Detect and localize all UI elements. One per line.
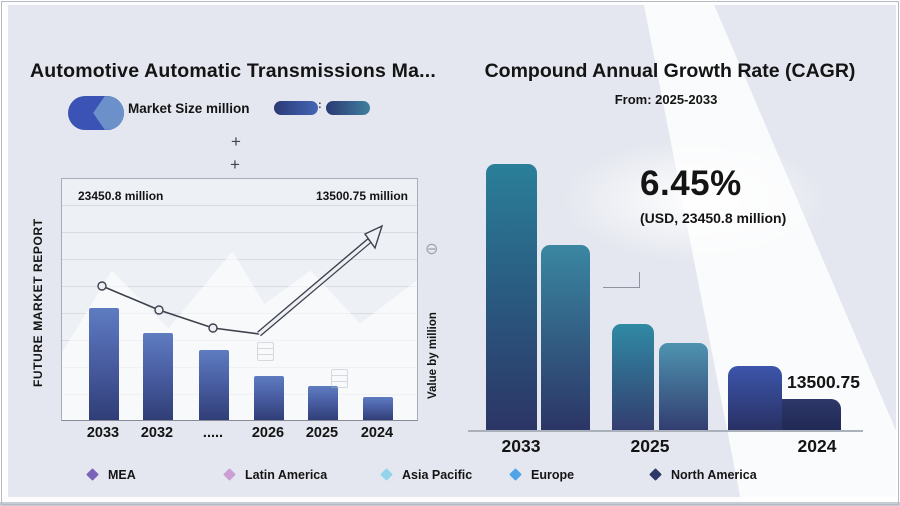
left-plot-area: 23450.8 million 13500.75 million: [61, 178, 418, 421]
market-size-bar-2033: [89, 308, 119, 420]
legend-diamond-icon: [223, 468, 236, 481]
cagr-bar-2025-2: [659, 343, 708, 430]
right-chart-baseline: [468, 430, 863, 432]
market-size-bar-2025: [308, 386, 338, 420]
bottom-edge-strip: [0, 502, 900, 506]
left-x-label: 2024: [360, 425, 394, 441]
legend-label: Latin America: [245, 467, 328, 482]
legend-label: MEA: [108, 467, 136, 482]
market-size-label: Market Size million: [128, 101, 250, 116]
watermark-grid-icon: [257, 342, 274, 361]
end-value-label: 13500.75 million: [315, 189, 408, 203]
market-size-bar-2024: [363, 397, 393, 420]
right-bars-layer: [460, 150, 860, 430]
left-chart-title: Automotive Automatic Transmissions Ma...: [30, 60, 437, 82]
start-value-label: 23450.8 million: [78, 189, 164, 203]
left-x-label: 2026: [251, 425, 285, 441]
legend-item-latin-america: Latin America: [223, 467, 328, 482]
right-x-label: 2024: [797, 436, 837, 456]
left-x-label: .....: [202, 425, 224, 441]
cagr-value: 6.45%: [640, 164, 742, 203]
legend-item-mea: MEA: [86, 467, 136, 482]
legend-colon: :: [318, 99, 322, 111]
legend-diamond-icon: [509, 468, 522, 481]
cagr-bar-2024-2: [782, 399, 841, 430]
market-size-bar-.....: [199, 350, 229, 420]
left-x-label: 2032: [140, 425, 174, 441]
cagr-note: (USD, 23450.8 million): [640, 210, 787, 226]
cagr-bar-2033-1: [486, 164, 537, 430]
market-size-pill-icon: [68, 96, 124, 130]
left-x-label: 2025: [305, 425, 339, 441]
pill-icon-highlight: [93, 96, 124, 130]
plus-icon-2: +: [230, 155, 240, 174]
step-bracket-horizontal: [603, 287, 640, 288]
legend-diamond-icon: [86, 468, 99, 481]
minus-circle-icon: ⊖: [425, 241, 439, 258]
legend-label: North America: [671, 467, 757, 482]
right-chart-title: Compound Annual Growth Rate (CAGR): [484, 60, 856, 82]
legend-diamond-icon: [649, 468, 662, 481]
right-chart-subtitle: From: 2025-2033: [614, 92, 718, 107]
left-x-label: 2033: [86, 425, 120, 441]
legend-item-europe: Europe: [509, 467, 575, 482]
gradient-pill-teal: [326, 101, 370, 115]
gradient-pill-blue: [274, 101, 318, 115]
plus-icon: +: [231, 132, 241, 151]
value-annotation: 13500.75: [787, 372, 860, 392]
cagr-bar-2033-2: [541, 245, 590, 430]
legend-item-asia-pacific: Asia Pacific: [380, 467, 473, 482]
cagr-bar-2025-1: [612, 324, 654, 430]
right-x-label: 2025: [630, 436, 670, 456]
legend-label: Asia Pacific: [402, 467, 473, 482]
trend-line-and-arrow: [97, 224, 384, 337]
legend-item-north-america: North America: [649, 467, 757, 482]
cagr-bar-2024-1: [728, 366, 782, 430]
market-size-bar-2032: [143, 333, 173, 420]
legend-label: Europe: [531, 467, 575, 482]
value-by-million-label: Value by million: [427, 312, 439, 400]
step-bracket-vertical: [639, 272, 640, 288]
legend-diamond-icon: [380, 468, 393, 481]
left-bars-layer: [62, 179, 417, 420]
watermark-grid-icon-2: [331, 369, 348, 388]
market-size-bar-2026: [254, 376, 284, 420]
cagr-highlight-glow: [560, 138, 830, 263]
future-market-report-label: FUTURE MARKET REPORT: [31, 218, 45, 387]
right-x-label: 2033: [501, 436, 541, 456]
